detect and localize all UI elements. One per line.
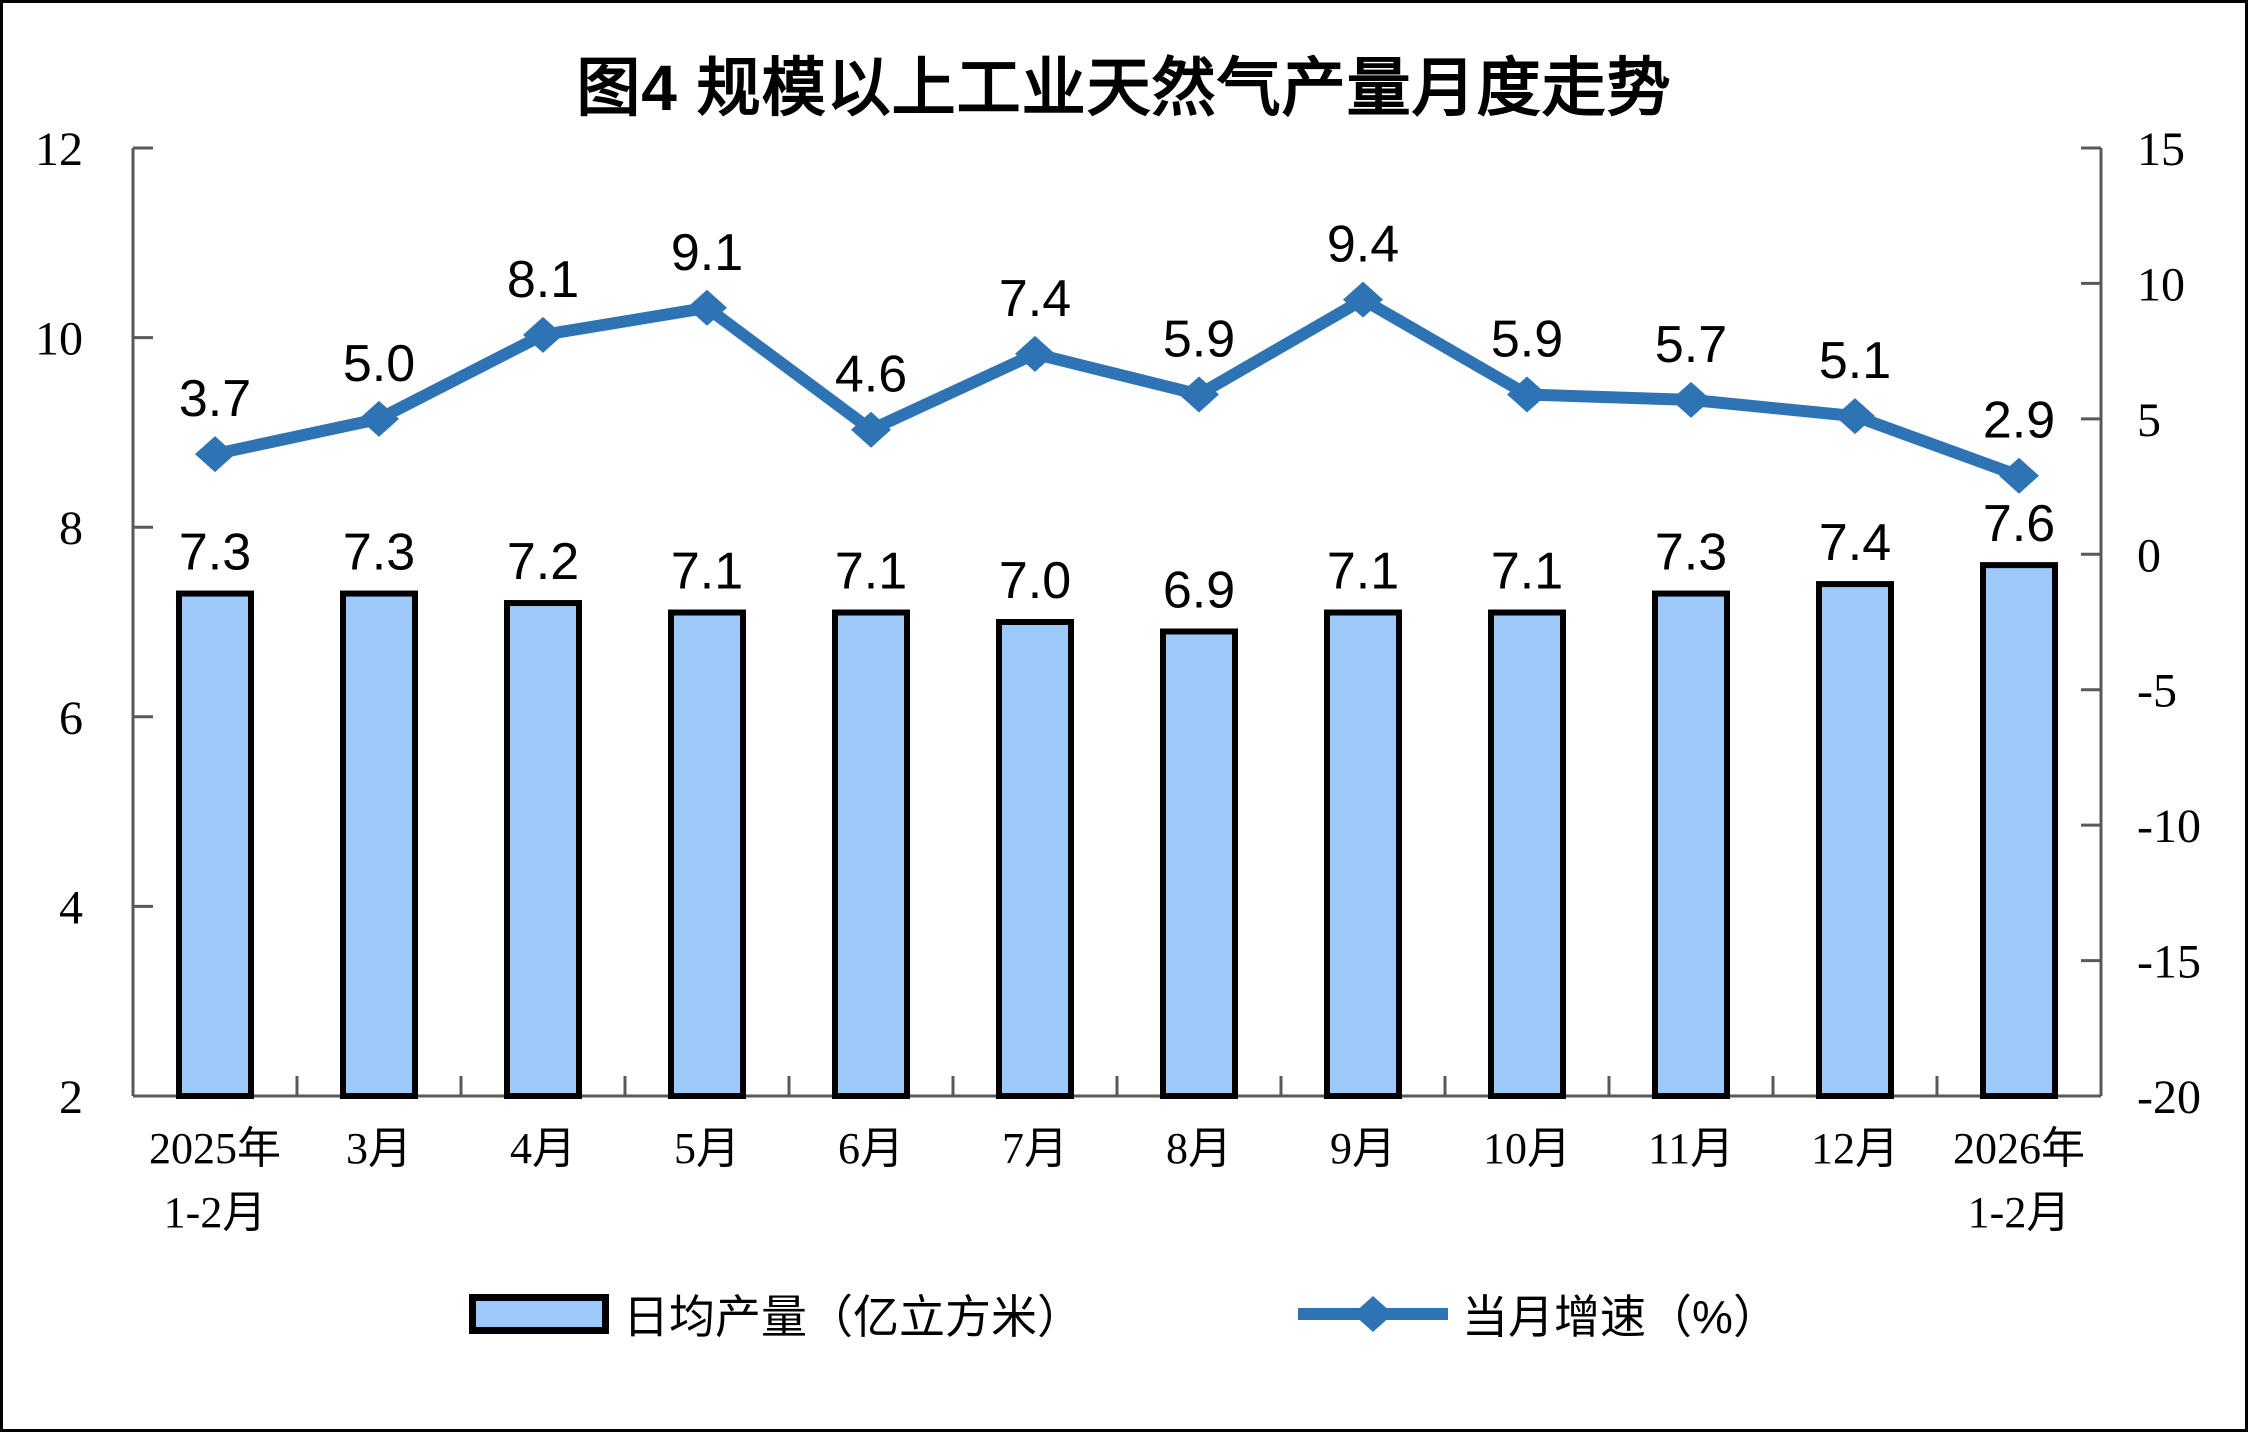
line-marker-icon <box>195 436 235 473</box>
bar <box>1980 562 2058 1099</box>
line-data-label: 5.7 <box>1655 316 1727 374</box>
bar <box>504 600 582 1099</box>
legend-label-line: 当月增速（%） <box>1462 1291 1779 1343</box>
x-axis-category-label: 10月 <box>1483 1124 1571 1173</box>
line-data-label: 2.9 <box>1983 392 2055 450</box>
bar-data-label: 7.1 <box>835 543 907 601</box>
bar <box>176 590 254 1099</box>
chart-legend: 日均产量（亿立方米） 当月增速（%） <box>3 1281 2245 1347</box>
bar-data-label: 7.0 <box>999 552 1071 610</box>
line-data-label: 5.0 <box>343 335 415 393</box>
bar <box>668 609 746 1100</box>
bar-data-label: 7.3 <box>1655 524 1727 582</box>
bar-data-label: 7.1 <box>1327 543 1399 601</box>
line-data-label: 8.1 <box>507 251 579 309</box>
x-axis-category-label: 4月 <box>510 1124 576 1173</box>
line-data-label: 5.9 <box>1491 310 1563 368</box>
left-axis-tick-label: 10 <box>35 313 83 366</box>
bar-data-label: 7.6 <box>1983 495 2055 553</box>
bar-series-swatch-icon <box>469 1294 610 1334</box>
right-axis-tick-label: 5 <box>2137 394 2161 447</box>
bar <box>1324 609 1402 1100</box>
bar <box>832 609 910 1100</box>
line-series-swatch-icon <box>1298 1290 1449 1338</box>
left-axis-tick-label: 8 <box>59 502 83 555</box>
x-axis-category-label: 6月 <box>838 1124 904 1173</box>
bar <box>996 619 1074 1099</box>
right-axis-tick-label: -15 <box>2137 936 2201 989</box>
line-marker-icon <box>523 316 563 353</box>
line-marker-icon <box>1671 381 1711 418</box>
growth-line <box>209 293 2025 482</box>
line-marker-icon <box>359 400 399 437</box>
legend-diamond-icon <box>1353 1296 1394 1332</box>
line-marker-icon <box>687 289 727 326</box>
x-axis-category-label: 8月 <box>1166 1124 1232 1173</box>
line-data-label: 9.4 <box>1327 216 1399 274</box>
line-marker-icon <box>1015 335 1055 372</box>
line-marker-icon <box>1179 376 1219 413</box>
right-axis-tick-label: 10 <box>2137 258 2185 311</box>
right-axis-tick-label: -5 <box>2137 665 2177 718</box>
line-data-label: 5.9 <box>1163 310 1235 368</box>
line-data-label: 5.1 <box>1819 332 1891 390</box>
x-axis-category-label: 11月 <box>1648 1124 1734 1173</box>
bar <box>1816 581 1894 1100</box>
bar <box>1488 609 1566 1100</box>
left-axis-tick-label: 2 <box>59 1071 83 1124</box>
line-marker-icon <box>1835 398 1875 435</box>
x-axis-category-label: 7月 <box>1002 1124 1068 1173</box>
legend-item-bar: 日均产量（亿立方米） <box>469 1281 1083 1347</box>
line-data-label: 9.1 <box>671 224 743 282</box>
right-axis-tick-label: 0 <box>2137 529 2161 582</box>
bar <box>340 590 418 1099</box>
x-axis-category-label: 12月 <box>1811 1124 1899 1173</box>
right-axis-tick-label: -10 <box>2137 800 2201 853</box>
line-data-label: 4.6 <box>835 346 907 404</box>
legend-label-bar: 日均产量（亿立方米） <box>623 1291 1084 1343</box>
bar-data-label: 7.2 <box>507 533 579 591</box>
x-axis-category-label: 2025年 1-2月 <box>149 1124 281 1237</box>
line-marker-icon <box>851 411 891 448</box>
line-marker-icon <box>1999 457 2039 494</box>
right-axis-tick-label: 15 <box>2137 123 2185 176</box>
bar-data-label: 7.1 <box>671 543 743 601</box>
line-marker-icon <box>1507 376 1547 413</box>
bar-data-label: 7.3 <box>179 524 251 582</box>
plot-area: 2 4 6 8 10 12 -20 -15 -10 -5 0 5 10 15 2025年 1-2月 3月 4月 5月… <box>35 123 2201 1237</box>
legend-item-line: 当月增速（%） <box>1298 1281 1779 1347</box>
right-axis-tick-label: -20 <box>2137 1071 2201 1124</box>
x-axis-category-label: 9月 <box>1330 1124 1396 1173</box>
line-marker-icon <box>1343 281 1383 318</box>
x-axis-category-label: 2026年 1-2月 <box>1953 1124 2085 1237</box>
left-axis-tick-label: 6 <box>59 692 83 745</box>
x-axis-category-label: 5月 <box>674 1124 740 1173</box>
bar-data-label: 7.4 <box>1819 514 1891 572</box>
bar-data-label: 6.9 <box>1163 561 1235 619</box>
line-data-label: 3.7 <box>179 370 251 428</box>
bar-data-label: 7.3 <box>343 524 415 582</box>
line-data-label: 7.4 <box>999 270 1071 328</box>
bar-data-label: 7.1 <box>1491 543 1563 601</box>
bar <box>1160 628 1238 1099</box>
left-axis-tick-label: 4 <box>59 881 83 934</box>
left-axis-tick-label: 12 <box>35 123 83 176</box>
x-axis-category-label: 3月 <box>346 1124 412 1173</box>
chart-title: 图4 规模以上工业天然气产量月度走势 <box>576 52 1672 124</box>
bar <box>1652 590 1730 1099</box>
